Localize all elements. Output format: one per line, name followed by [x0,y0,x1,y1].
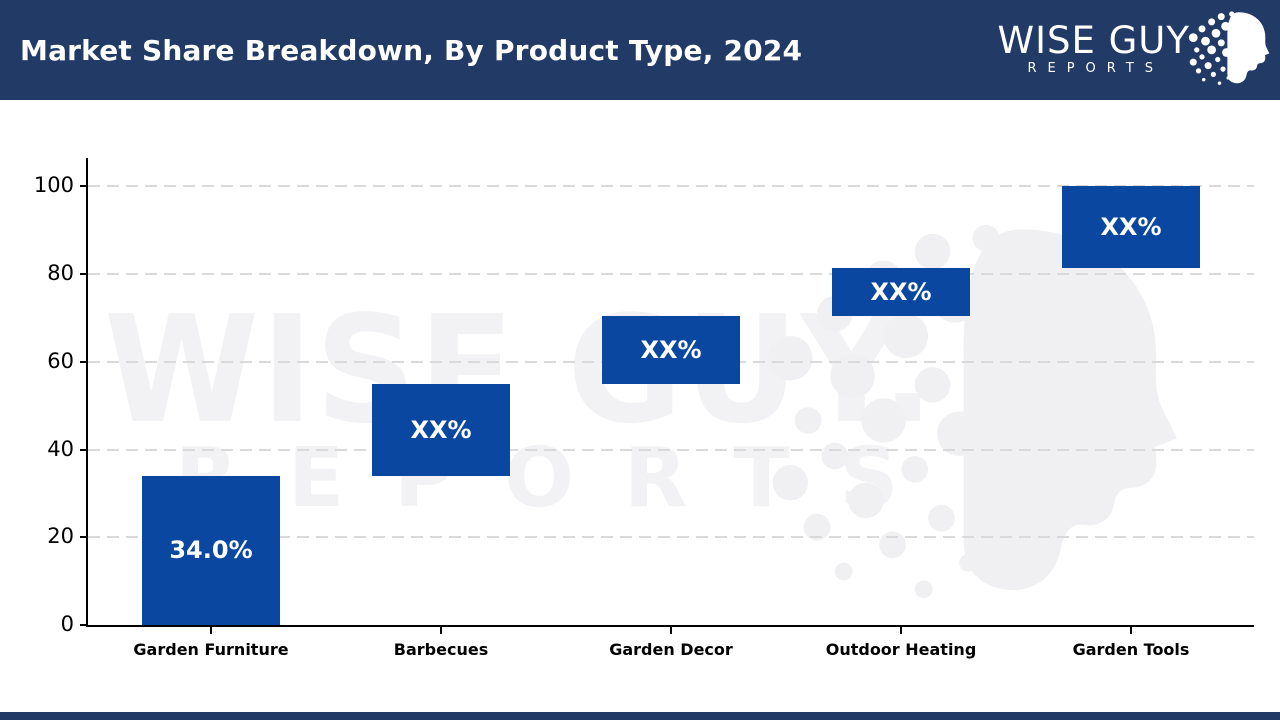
bar-value-label: 34.0% [169,536,253,565]
footer-bar [0,712,1280,720]
y-tick-label: 100 [33,173,74,198]
x-axis-spine [86,625,1254,627]
bar-value-label: XX% [410,415,472,444]
y-tick-mark [80,624,88,626]
bar-value-label: XX% [870,277,932,306]
header-bar: Market Share Breakdown, By Product Type,… [0,0,1280,100]
x-tick-mark [1130,627,1132,634]
y-tick-label: 60 [47,348,74,373]
gridline-40 [88,448,1254,451]
bar-barbecues: XX% [372,383,510,476]
logo-head-icon [1188,11,1270,85]
gridline-80 [88,273,1254,276]
bar-garden-decor: XX% [602,315,740,384]
x-axis-label: Barbecues [393,640,489,659]
gridline-20 [88,536,1254,539]
logo-subtitle: REPORTS [1027,61,1165,76]
bar-value-label: XX% [640,335,702,364]
chart-title: Market Share Breakdown, By Product Type,… [20,33,803,67]
y-tick-label: 0 [60,612,74,636]
y-tick-mark [80,536,88,539]
gridline-100 [88,185,1254,188]
x-axis-label: Garden Furniture [133,640,289,659]
bar-value-label: XX% [1100,212,1162,241]
x-tick-mark [900,627,902,634]
x-tick-mark [670,627,672,634]
y-tick-label: 20 [47,524,74,549]
watermark-head-icon [768,224,1177,599]
wise-guy-logo: WISE GUY REPORTS [998,4,1270,96]
logo-wordmark: WISE GUY [997,19,1190,62]
y-tick-mark [80,185,88,188]
y-axis-spine [86,158,88,627]
x-axis-label: Garden Tools [1072,640,1190,659]
y-tick-mark [80,360,88,363]
bar-garden-tools: XX% [1062,186,1200,268]
x-axis-label: Garden Decor [609,640,733,659]
y-tick-label: 80 [47,261,74,286]
x-axis-label: Outdoor Heating [825,640,977,659]
y-tick-mark [80,273,88,276]
bar-garden-furniture: 34.0% [142,475,280,625]
x-tick-mark [440,627,442,634]
bar-outdoor-heating: XX% [832,267,970,316]
y-tick-mark [80,448,88,451]
y-tick-label: 40 [47,436,74,461]
x-tick-mark [210,627,212,634]
